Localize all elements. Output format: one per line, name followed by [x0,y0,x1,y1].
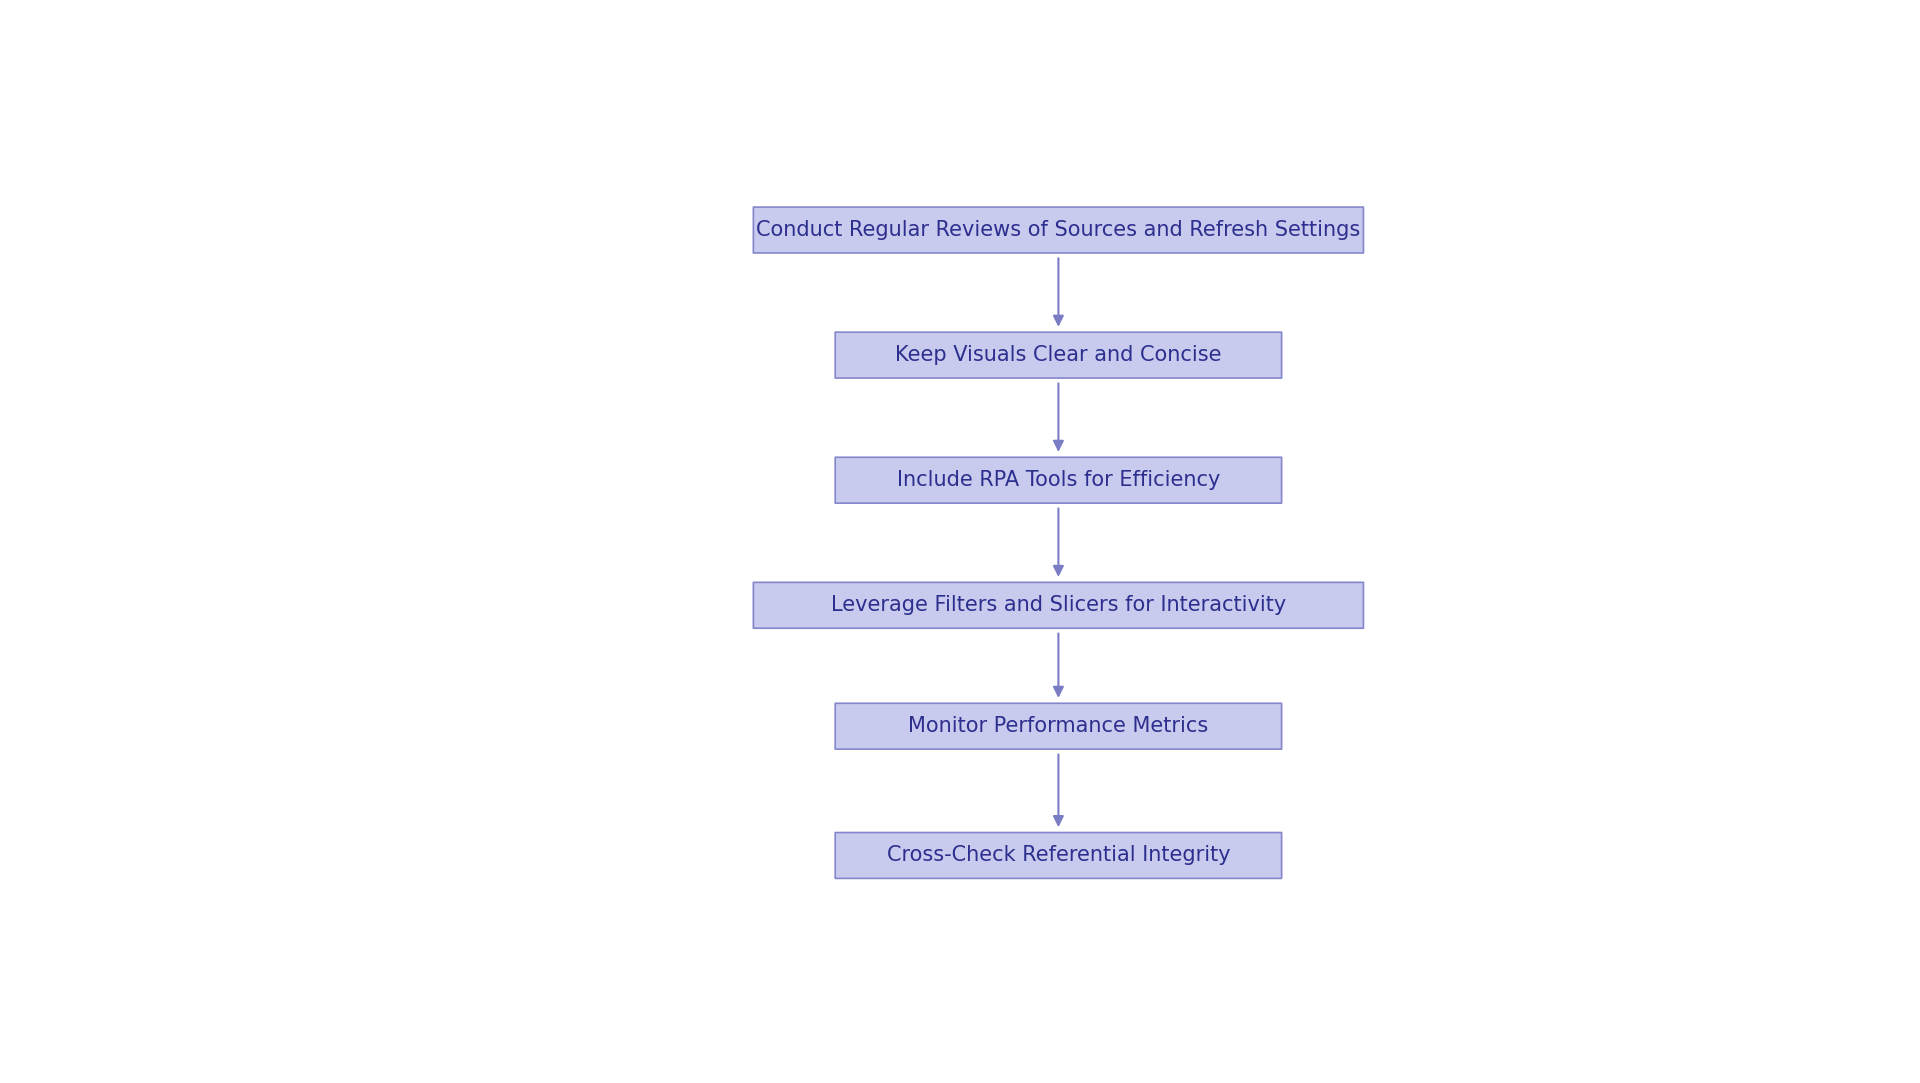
FancyBboxPatch shape [835,833,1283,878]
FancyBboxPatch shape [753,583,1363,628]
Text: Leverage Filters and Slicers for Interactivity: Leverage Filters and Slicers for Interac… [831,596,1286,615]
Text: Monitor Performance Metrics: Monitor Performance Metrics [908,716,1208,736]
FancyBboxPatch shape [835,703,1283,749]
Text: Include RPA Tools for Efficiency: Include RPA Tools for Efficiency [897,470,1219,491]
Text: Cross-Check Referential Integrity: Cross-Check Referential Integrity [887,846,1231,865]
FancyBboxPatch shape [753,207,1363,253]
FancyBboxPatch shape [835,457,1283,504]
Text: Keep Visuals Clear and Concise: Keep Visuals Clear and Concise [895,345,1221,365]
Text: Conduct Regular Reviews of Sources and Refresh Settings: Conduct Regular Reviews of Sources and R… [756,220,1361,240]
FancyBboxPatch shape [835,332,1283,378]
